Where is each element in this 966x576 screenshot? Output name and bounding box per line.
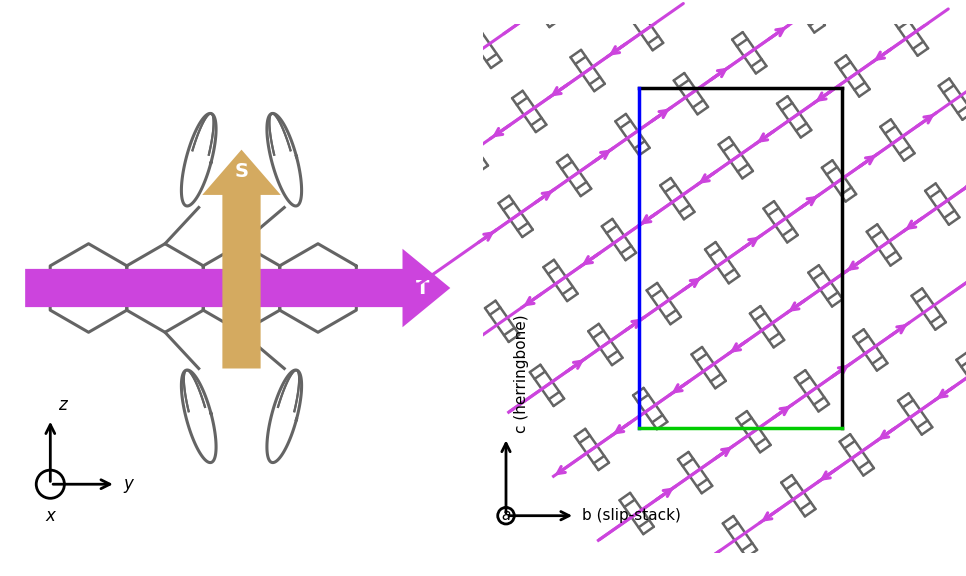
Text: b (slip-stack): b (slip-stack) bbox=[582, 508, 681, 523]
Polygon shape bbox=[202, 150, 281, 369]
Polygon shape bbox=[25, 249, 450, 327]
Text: x: x bbox=[45, 507, 55, 525]
Text: a: a bbox=[501, 508, 511, 523]
Text: c (herringbone): c (herringbone) bbox=[514, 314, 529, 433]
Text: T: T bbox=[416, 279, 429, 297]
Text: S: S bbox=[235, 162, 248, 181]
Text: y: y bbox=[124, 475, 133, 493]
Text: z: z bbox=[58, 396, 67, 414]
